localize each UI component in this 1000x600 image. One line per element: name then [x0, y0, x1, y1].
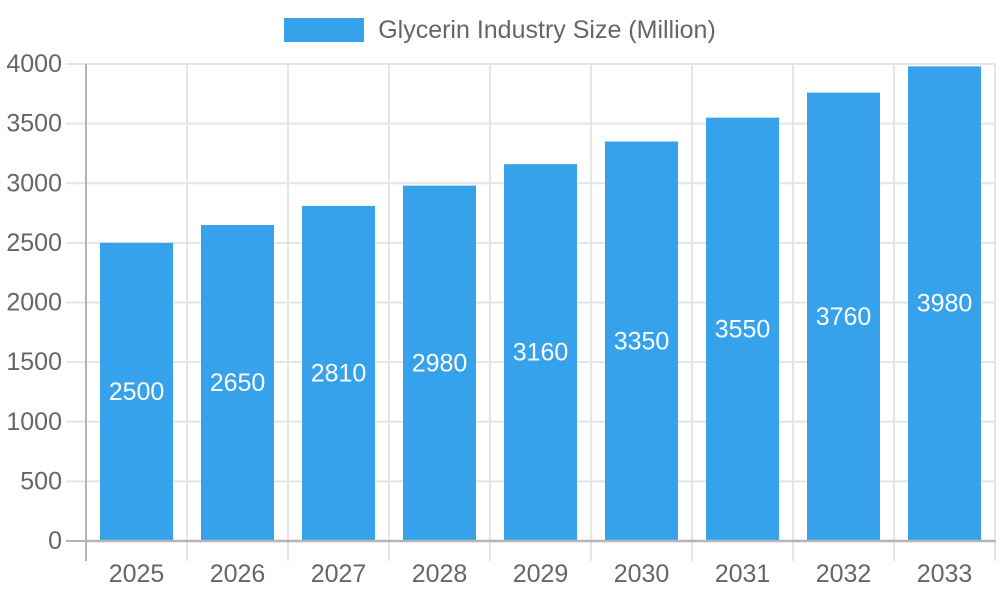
- bar-value-label: 3760: [816, 303, 872, 331]
- bar-2027[interactable]: [302, 205, 375, 541]
- bar-value-label: 3980: [917, 290, 973, 318]
- x-tick-label: 2029: [513, 560, 569, 588]
- y-tick-label: 2000: [6, 289, 62, 317]
- y-tick-label: 0: [48, 527, 62, 555]
- x-tick-label: 2027: [311, 560, 367, 588]
- x-tick-label: 2028: [412, 560, 468, 588]
- bar-value-label: 2650: [210, 369, 266, 397]
- x-tick-label: 2026: [210, 560, 266, 588]
- y-tick-label: 1000: [6, 408, 62, 436]
- bar-value-label: 3160: [513, 339, 569, 367]
- legend-label: Glycerin Industry Size (Million): [378, 16, 716, 44]
- y-tick-label: 3000: [6, 169, 62, 197]
- y-tick-label: 500: [20, 467, 62, 495]
- bar-2032[interactable]: [807, 92, 880, 542]
- bar-value-label: 3350: [614, 327, 670, 355]
- y-tick-label: 4000: [6, 50, 62, 78]
- bar-2026[interactable]: [201, 224, 274, 542]
- bar-value-label: 2500: [109, 378, 165, 406]
- x-tick-label: 2030: [614, 560, 670, 588]
- bar-2029[interactable]: [504, 164, 577, 542]
- bar-2028[interactable]: [403, 185, 476, 541]
- bar-2030[interactable]: [605, 141, 678, 541]
- y-tick-label: 2500: [6, 229, 62, 257]
- bar-value-label: 3550: [715, 315, 771, 343]
- y-tick-label: 3500: [6, 110, 62, 138]
- legend-swatch: [284, 18, 365, 42]
- x-tick-label: 2031: [715, 560, 771, 588]
- bar-2025[interactable]: [100, 242, 173, 541]
- bar-2031[interactable]: [706, 117, 779, 541]
- x-tick-label: 2032: [816, 560, 872, 588]
- legend-item[interactable]: Glycerin Industry Size (Million): [0, 16, 1000, 44]
- y-tick-label: 1500: [6, 348, 62, 376]
- bar-value-label: 2980: [412, 349, 468, 377]
- x-tick-label: 2025: [109, 560, 165, 588]
- x-tick-label: 2033: [917, 560, 973, 588]
- bar-2033[interactable]: [908, 66, 981, 541]
- bar-value-label: 2810: [311, 359, 367, 387]
